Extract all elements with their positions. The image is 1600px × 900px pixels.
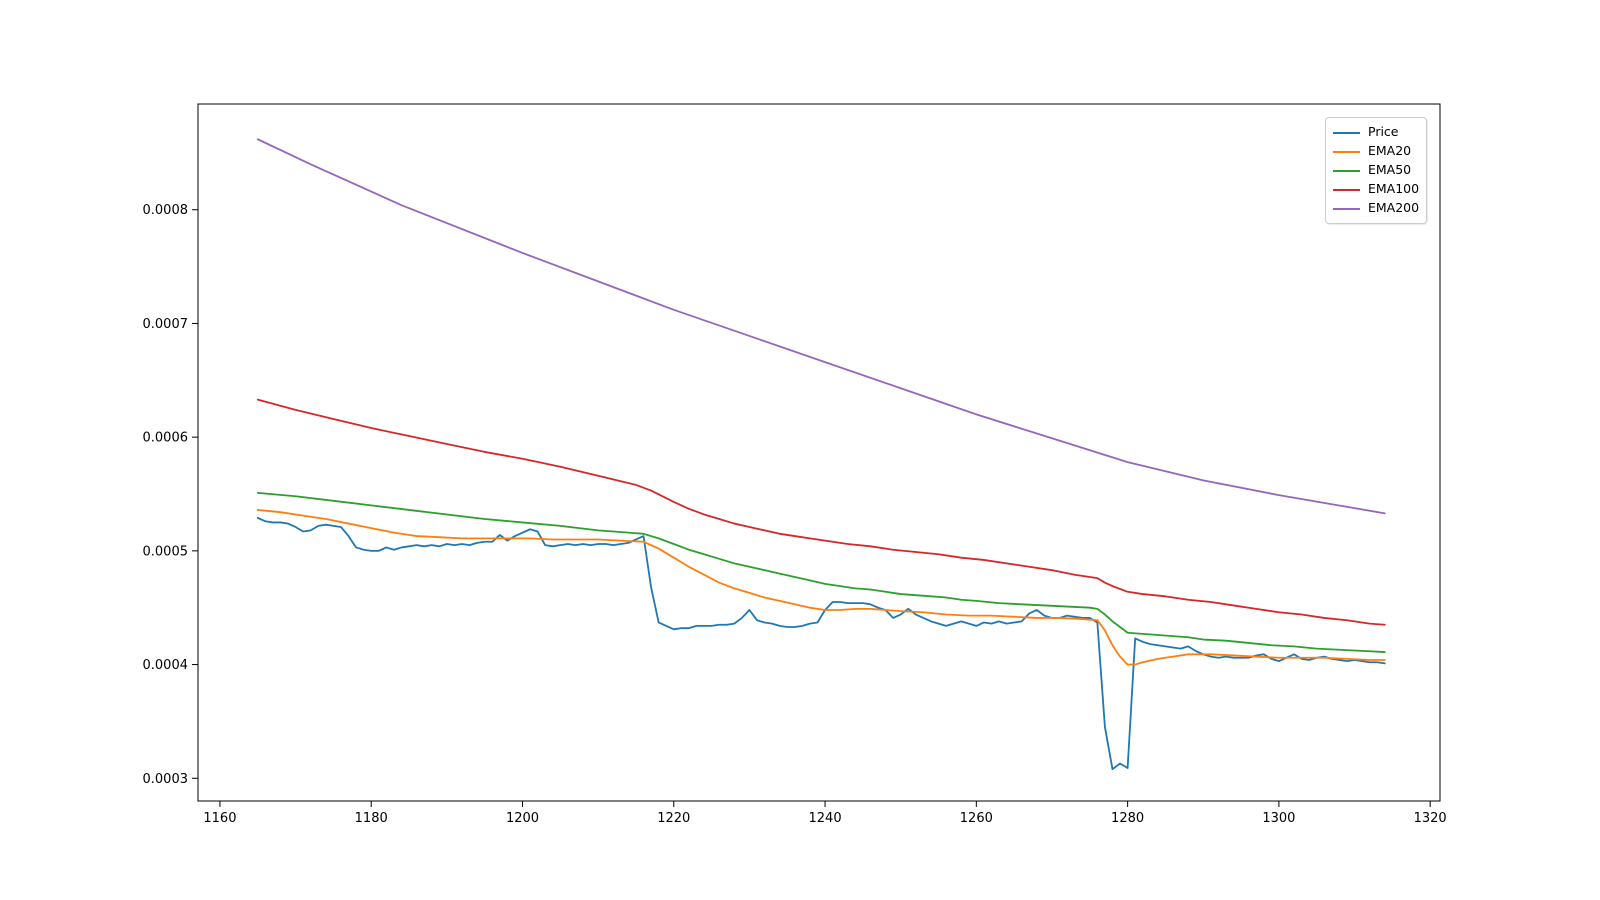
axes-frame [197,103,1441,802]
price-line [256,516,1386,771]
legend-line-sample [1333,169,1360,172]
x-tick-label: 1180 [355,811,388,826]
x-tick-label: 1260 [960,811,993,826]
x-tick-label: 1300 [1262,811,1295,826]
legend-item-ema100: EMA100 [1333,180,1419,199]
legend-item-ema50: EMA50 [1333,161,1419,180]
legend-label: EMA200 [1368,200,1420,216]
legend-label: EMA20 [1368,143,1412,159]
ema100-line [256,398,1386,626]
x-tick-label: 1200 [506,811,539,826]
ema50-line [256,491,1386,653]
y-tick-label: 0.0003 [143,772,189,787]
legend-label: EMA100 [1368,181,1420,197]
ema200-line [256,138,1386,515]
legend-item-ema20: EMA20 [1333,142,1419,161]
legend-label: EMA50 [1368,162,1412,178]
x-tick-label: 1240 [809,811,842,826]
legend-item-price: Price [1333,123,1419,142]
legend-line-sample [1333,207,1360,210]
x-tick-label: 1220 [657,811,690,826]
legend-line-sample [1333,188,1360,191]
x-tick-label: 1160 [203,811,236,826]
y-tick-label: 0.0006 [143,431,189,446]
ema20-line [256,509,1386,666]
y-tick-label: 0.0004 [143,658,189,673]
x-tick-label: 1320 [1414,811,1447,826]
y-tick-label: 0.0007 [143,317,189,332]
legend-label: Price [1368,124,1399,140]
legend: Price EMA20 EMA50 EMA100 EMA200 [1325,117,1427,224]
y-tick-label: 0.0005 [143,544,189,559]
y-tick-label: 0.0008 [143,203,189,218]
legend-line-sample [1333,150,1360,153]
legend-item-ema200: EMA200 [1333,199,1419,218]
x-tick-label: 1280 [1111,811,1144,826]
legend-line-sample [1333,131,1360,134]
